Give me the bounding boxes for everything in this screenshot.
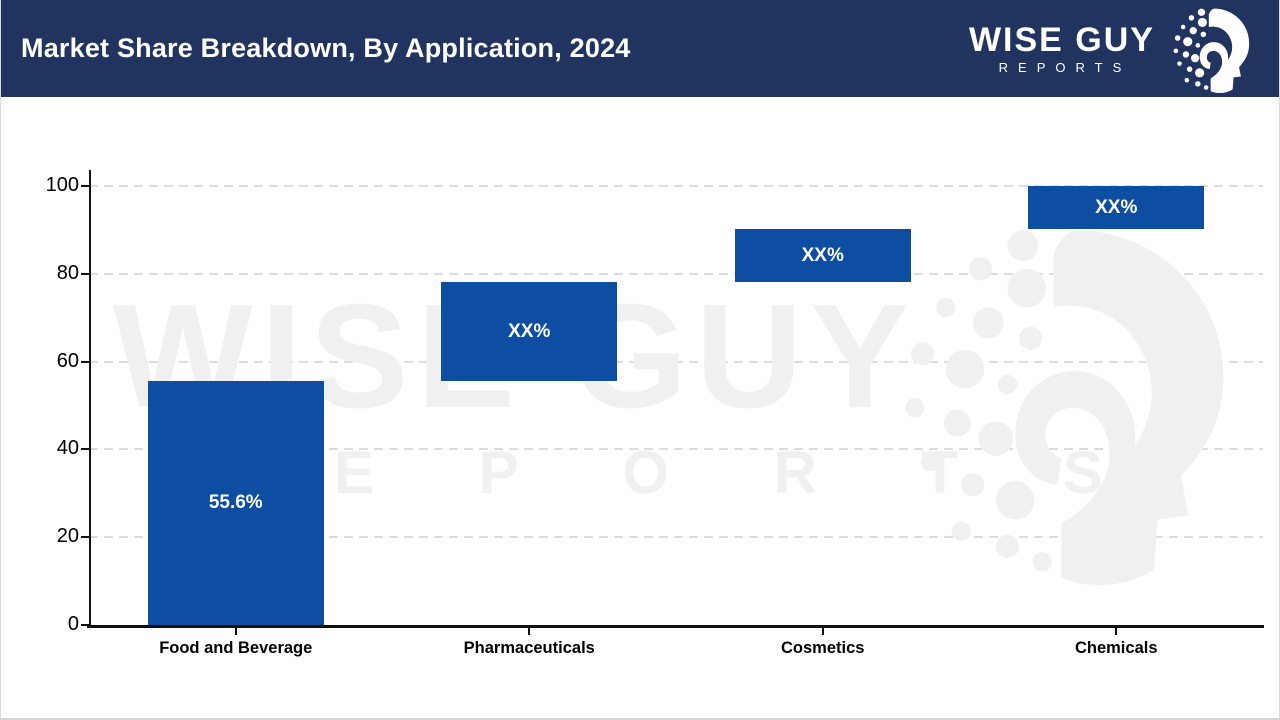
category-label: Food and Beverage (159, 639, 313, 657)
gridline-100 (89, 185, 1263, 187)
brand-name: WISE GUY (968, 21, 1155, 59)
category-label: Chemicals (1074, 639, 1158, 657)
y-axis-tick-100 (81, 185, 89, 187)
brand-subname: REPORTS (998, 60, 1132, 75)
x-axis-line (87, 625, 1264, 628)
x-axis-tick (528, 628, 531, 635)
y-axis-label: 80 (56, 261, 79, 284)
y-axis-label: 0 (67, 613, 79, 635)
bar-value-label: 55.6% (208, 491, 263, 513)
y-axis-line (89, 170, 91, 627)
bar-value-label: XX% (801, 244, 844, 266)
y-axis-label: 60 (56, 349, 79, 372)
watermark-head-icon (905, 230, 1224, 585)
brand-logo: WISE GUY REPORTS (969, 5, 1253, 93)
y-axis-tick-80 (81, 272, 89, 275)
dotted-head-icon (1173, 8, 1250, 93)
gridline-80 (89, 272, 1263, 275)
bar-food-and-beverage: 55.6% (147, 380, 324, 625)
y-axis-label: 20 (56, 525, 79, 548)
bar-value-label: XX% (1095, 196, 1138, 218)
y-axis-label: 100 (45, 174, 79, 196)
x-axis-tick (1115, 628, 1118, 635)
bar-value-label: XX% (508, 320, 551, 342)
x-axis-tick (234, 628, 237, 635)
x-axis-tick (821, 628, 824, 635)
y-axis-tick-20 (81, 536, 89, 539)
y-axis-label: 40 (56, 437, 79, 460)
brand-logo-text: WISE GUY REPORTS (969, 23, 1155, 74)
category-label: Pharmaceuticals (463, 639, 595, 657)
y-axis-tick-40 (81, 448, 89, 451)
bar-pharmaceuticals: XX% (441, 282, 618, 381)
category-label: Cosmetics (781, 639, 865, 657)
page-title: Market Share Breakdown, By Application, … (21, 33, 631, 63)
watermark-text-line2: R E P O R T S (186, 439, 1147, 506)
y-axis-tick-60 (81, 360, 89, 363)
bar-cosmetics: XX% (734, 229, 911, 283)
header-band: Market Share Breakdown, By Application, … (1, 0, 1279, 97)
bar-chemicals: XX% (1028, 186, 1205, 230)
gridline-20 (89, 536, 1263, 539)
gridline-60 (89, 360, 1263, 363)
y-axis-tick-0 (81, 624, 89, 626)
gridline-40 (89, 448, 1263, 451)
